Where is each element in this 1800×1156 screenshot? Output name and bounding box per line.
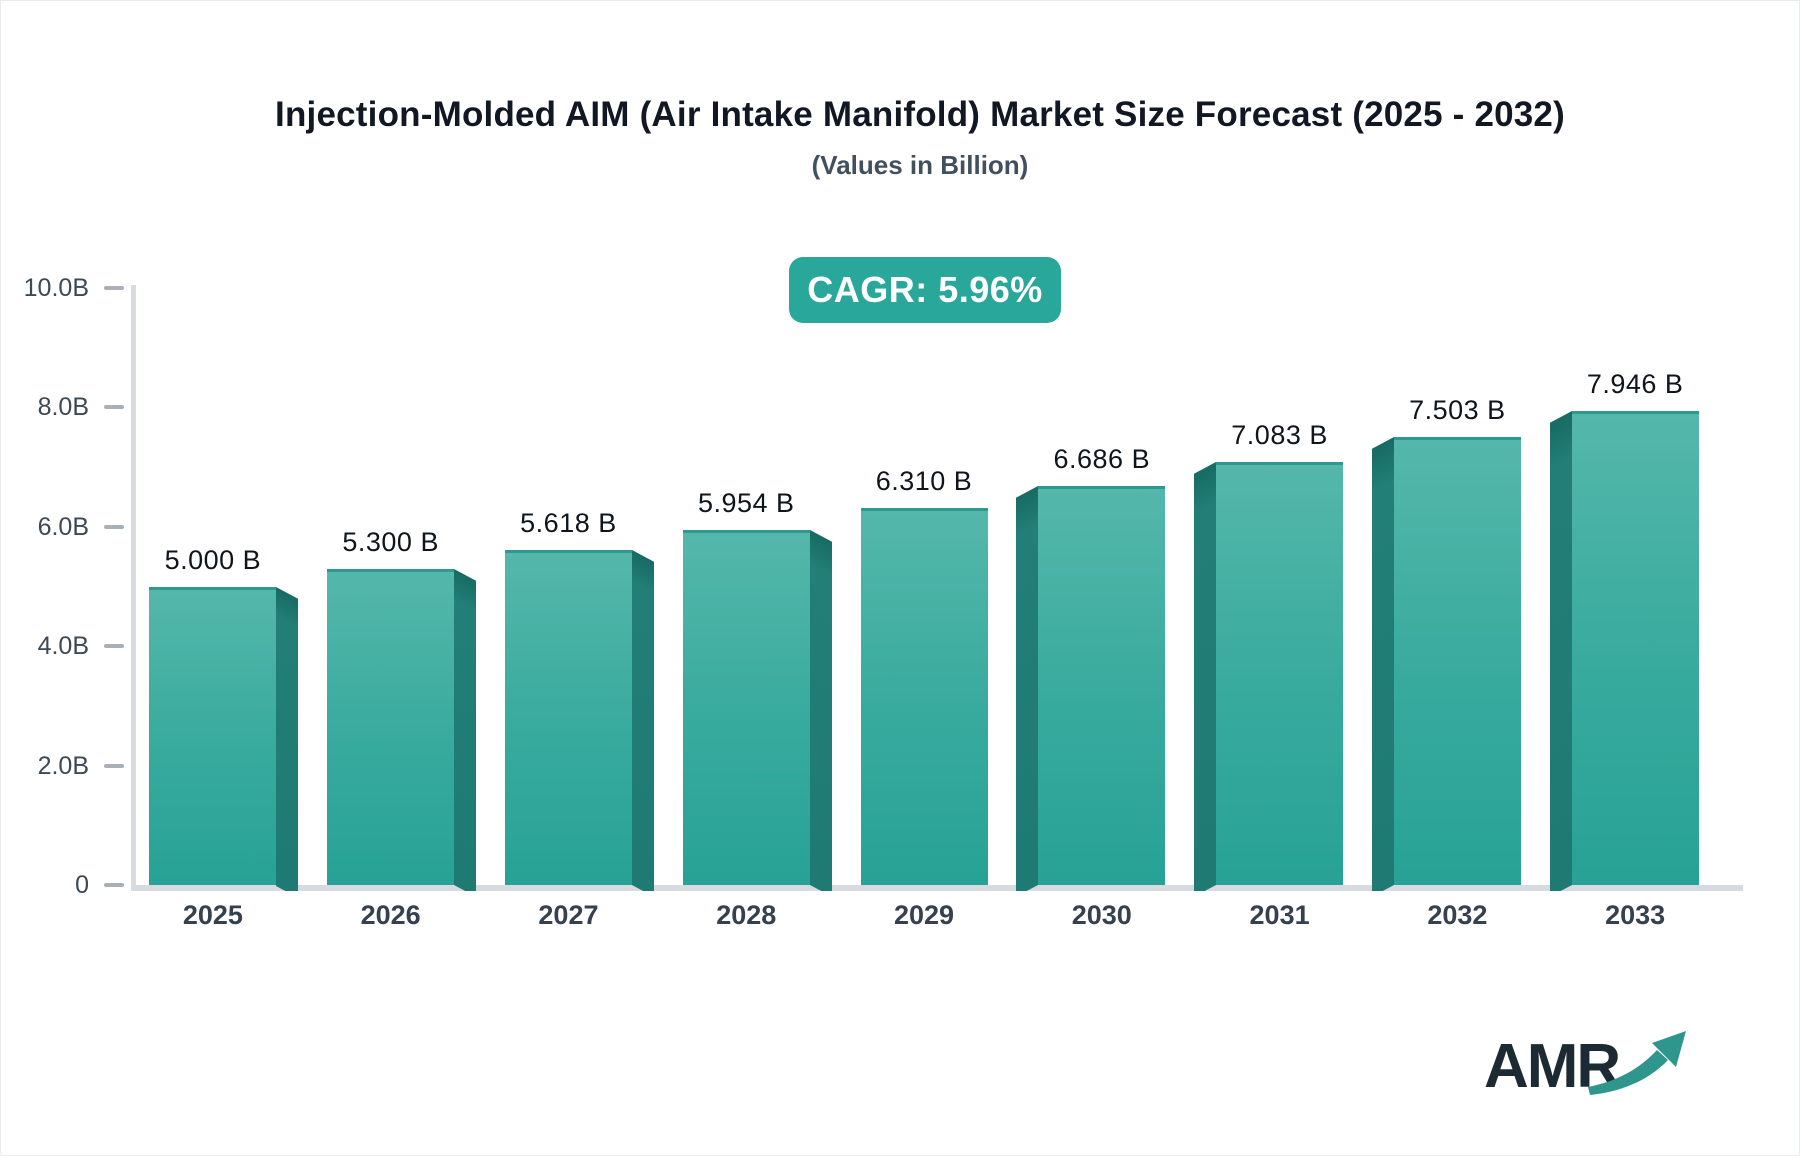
x-axis-label: 2026	[360, 900, 421, 930]
bar: 5.000 B	[149, 545, 299, 891]
bar-slot: 6.686 B	[1013, 444, 1191, 891]
y-tick-label: 0	[75, 871, 89, 899]
bar-side-face	[631, 549, 654, 891]
chart-title: Injection-Molded AIM (Air Intake Manifol…	[275, 95, 1565, 134]
x-axis-label: 2025	[182, 900, 243, 930]
bar-side-face	[1549, 410, 1572, 891]
y-tick-mark	[104, 644, 124, 649]
bar: 7.503 B	[1371, 395, 1521, 891]
y-tick-mark	[104, 405, 124, 410]
bar-side-face	[276, 586, 299, 891]
bar-value-label: 7.083 B	[1231, 420, 1328, 451]
x-axis-label: 2033	[1605, 900, 1666, 930]
bar-slot: 5.954 B	[657, 488, 835, 891]
bar-value-label: 6.686 B	[1053, 443, 1151, 474]
bar-slot: 5.300 B	[302, 527, 480, 891]
x-axis-label: 2028	[716, 900, 777, 930]
bar-side-face	[1371, 437, 1394, 891]
x-axis-label: 2031	[1249, 900, 1310, 930]
bar-face	[682, 529, 810, 885]
bar-face	[504, 549, 632, 885]
bar-face	[1038, 485, 1166, 885]
bar-slot: 7.503 B	[1368, 395, 1546, 891]
y-tick-label: 10.0B	[23, 274, 89, 302]
bar: 5.618 B	[504, 508, 654, 891]
bar-value-label: 5.000 B	[164, 544, 262, 575]
x-axis-label: 2030	[1071, 900, 1132, 930]
bar: 6.310 B	[860, 466, 988, 885]
bar: 5.954 B	[682, 488, 832, 891]
x-axis-labels: 2025 2026 2027 2028 2029 2030 2031 2032 2033	[124, 900, 1724, 931]
x-axis-label: 2027	[538, 900, 599, 930]
cagr-badge-label: CAGR: 5.96%	[807, 269, 1043, 310]
y-tick-mark	[104, 763, 124, 768]
bar-value-label: 5.300 B	[342, 526, 439, 557]
bar-slot: 7.083 B	[1191, 420, 1369, 891]
bar-face	[860, 508, 988, 885]
bar-side-face	[1194, 462, 1217, 891]
bar-side-face	[1016, 485, 1039, 891]
bar-slot: 5.618 B	[480, 508, 658, 891]
y-tick-label: 2.0B	[37, 751, 89, 780]
bar-value-label: 6.310 B	[875, 466, 973, 497]
bar-value-label: 5.954 B	[697, 487, 795, 518]
x-axis-label: 2032	[1427, 900, 1488, 930]
y-tick-mark	[104, 286, 124, 290]
chart-subtitle: (Values in Billion)	[811, 150, 1029, 180]
bar: 5.300 B	[327, 527, 477, 891]
plot-area: 5.000 B 5.300 B 5.618 B 5.954 B 6.310 B 6.686…	[124, 288, 1724, 891]
bar-value-label: 7.946 B	[1586, 368, 1684, 399]
bar-slot: 5.000 B	[124, 545, 302, 891]
bar: 7.946 B	[1549, 369, 1699, 891]
bar-slot: 6.310 B	[835, 466, 1013, 885]
bar-face	[1571, 410, 1699, 885]
y-tick-label: 6.0B	[37, 512, 89, 541]
cagr-badge: CAGR: 5.96%	[789, 257, 1061, 323]
amr-logo: AMR	[1484, 1031, 1686, 1101]
bar-value-label: 5.618 B	[520, 507, 617, 538]
bar-face	[1393, 437, 1521, 885]
y-tick-label: 4.0B	[37, 632, 89, 661]
y-tick-mark	[104, 883, 124, 887]
bar-side-face	[454, 568, 477, 891]
y-tick-label: 8.0B	[37, 393, 89, 422]
bar-face	[149, 586, 277, 885]
y-axis-line	[131, 285, 136, 891]
amr-logo-arrow-icon	[1588, 1031, 1686, 1095]
bar-face	[1216, 462, 1344, 885]
y-tick-mark	[104, 524, 124, 529]
bar-side-face	[809, 529, 832, 891]
bar-face	[327, 568, 455, 885]
x-axis-line	[131, 885, 1743, 891]
bar-value-label: 7.503 B	[1409, 395, 1506, 426]
bar-slot: 7.946 B	[1546, 369, 1724, 891]
bar: 6.686 B	[1016, 444, 1166, 891]
x-axis-label: 2029	[893, 900, 955, 930]
bar: 7.083 B	[1194, 420, 1344, 891]
bars: 5.000 B 5.300 B 5.618 B 5.954 B 6.310 B 6.686…	[124, 288, 1724, 891]
